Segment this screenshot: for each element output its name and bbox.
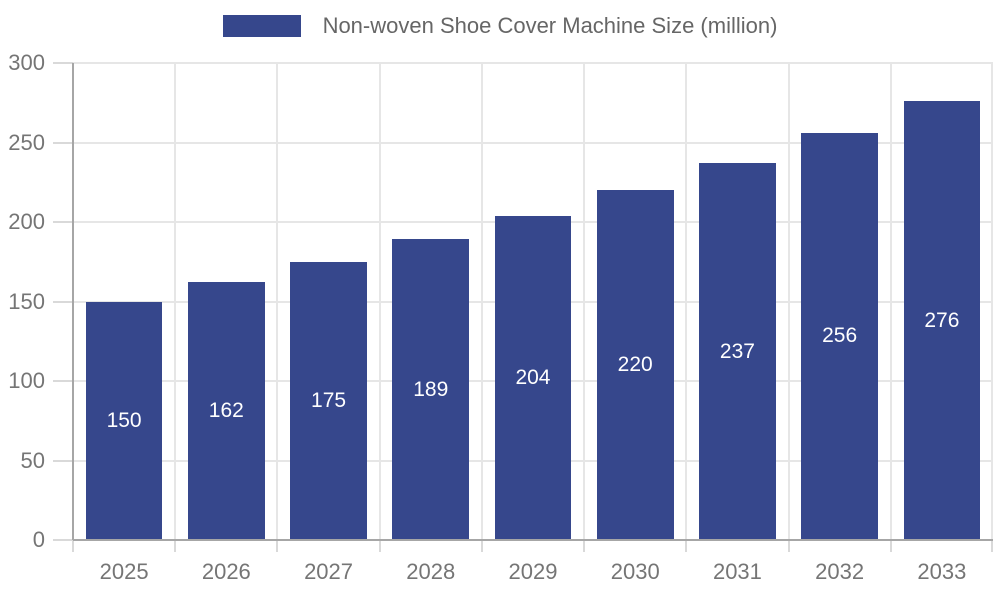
x-gridline bbox=[991, 63, 993, 540]
y-axis-line bbox=[72, 63, 74, 540]
x-tick-label: 2028 bbox=[406, 559, 456, 584]
bar-2026 bbox=[188, 282, 265, 540]
x-tick-mark bbox=[889, 540, 892, 552]
x-tick-mark bbox=[787, 540, 790, 552]
y-gridline bbox=[73, 62, 993, 64]
x-tick-label: 2026 bbox=[201, 559, 251, 584]
y-gridline bbox=[73, 141, 993, 144]
y-tick-label: 300 bbox=[8, 50, 45, 75]
bar-2032 bbox=[801, 132, 878, 540]
x-gridline bbox=[583, 63, 586, 540]
y-tick-mark bbox=[53, 459, 73, 462]
plot-area: 0 50 100 150 200 250 300 150 2025 162 2026 175 2027 1… bbox=[8, 50, 993, 584]
y-tick-label: 0 bbox=[32, 527, 45, 552]
x-tick-label: 2027 bbox=[304, 559, 354, 584]
x-tick-label: 2033 bbox=[917, 559, 967, 584]
x-tick-mark bbox=[480, 540, 483, 552]
y-tick-label: 250 bbox=[8, 129, 45, 155]
y-tick-mark bbox=[53, 62, 73, 64]
y-tick-mark bbox=[53, 221, 73, 223]
y-tick-mark bbox=[53, 300, 73, 303]
bar-value-label: 220 bbox=[617, 353, 653, 377]
x-tick-label: 2029 bbox=[508, 559, 558, 584]
x-gridline bbox=[480, 63, 483, 540]
bar-2033 bbox=[903, 101, 981, 540]
bar-value-label: 150 bbox=[106, 408, 142, 432]
x-gridline bbox=[889, 63, 892, 540]
bar-2030 bbox=[596, 190, 674, 540]
x-tick-mark bbox=[72, 540, 74, 552]
x-gridline bbox=[787, 63, 790, 540]
y-tick-label: 150 bbox=[8, 288, 45, 314]
bar-value-label: 189 bbox=[413, 377, 449, 401]
x-gridline bbox=[378, 63, 381, 540]
x-axis-line bbox=[73, 539, 993, 541]
bar-value-label: 175 bbox=[311, 388, 347, 412]
x-gridline bbox=[685, 63, 688, 540]
x-tick-mark bbox=[174, 540, 177, 552]
bar-value-label: 276 bbox=[924, 308, 960, 332]
bar-value-label: 204 bbox=[515, 365, 551, 389]
bar-2025 bbox=[85, 301, 163, 540]
y-tick-label: 200 bbox=[8, 209, 45, 234]
bar-2027 bbox=[290, 261, 367, 540]
bar-2031 bbox=[699, 163, 776, 540]
y-tick-label: 50 bbox=[20, 447, 45, 473]
y-tick-mark bbox=[53, 539, 73, 541]
y-tick-mark bbox=[53, 141, 73, 144]
x-tick-label: 2032 bbox=[815, 559, 865, 584]
x-tick-mark bbox=[685, 540, 688, 552]
x-tick-label: 2031 bbox=[712, 559, 762, 584]
legend-swatch bbox=[222, 15, 301, 38]
bar-value-label: 256 bbox=[822, 324, 858, 348]
x-gridline bbox=[276, 63, 279, 540]
x-tick-mark bbox=[991, 540, 993, 552]
x-tick-label: 2025 bbox=[99, 559, 149, 584]
legend-label: Non-woven Shoe Cover Machine Size (milli… bbox=[322, 13, 778, 38]
chart-legend: Non-woven Shoe Cover Machine Size (milli… bbox=[0, 13, 1000, 38]
x-tick-mark bbox=[276, 540, 279, 552]
y-tick-mark bbox=[53, 380, 73, 382]
y-tick-label: 100 bbox=[8, 368, 45, 393]
bar-2028 bbox=[392, 239, 470, 540]
x-tick-mark bbox=[583, 540, 586, 552]
bar-value-label: 162 bbox=[208, 399, 244, 423]
bar-value-label: 237 bbox=[719, 339, 755, 363]
bar-2029 bbox=[494, 215, 572, 540]
x-gridline bbox=[174, 63, 177, 540]
x-tick-mark bbox=[378, 540, 381, 552]
x-tick-label: 2030 bbox=[610, 559, 660, 584]
